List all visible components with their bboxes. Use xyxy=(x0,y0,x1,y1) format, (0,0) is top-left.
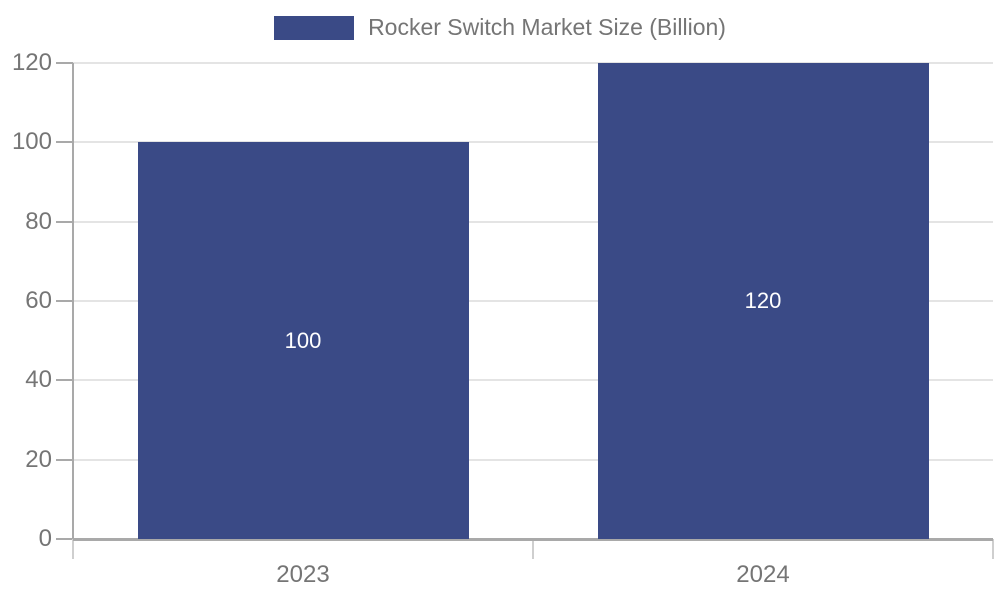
y-tick-mark xyxy=(56,62,73,64)
legend-swatch-icon xyxy=(274,15,355,40)
gridline xyxy=(73,458,993,461)
gridline xyxy=(73,220,993,223)
legend-item[interactable]: Rocker Switch Market Size (Billion) xyxy=(274,14,726,41)
gridline xyxy=(73,300,993,302)
y-tick-mark xyxy=(56,538,73,540)
y-tick-mark xyxy=(56,220,73,223)
y-tick-label: 0 xyxy=(38,525,52,552)
x-tick-label: 2024 xyxy=(736,561,790,588)
y-axis-line xyxy=(72,63,74,539)
bar-value-label: 120 xyxy=(744,288,782,313)
gridline xyxy=(73,62,993,64)
bar-2023: 100 xyxy=(137,142,469,539)
y-tick-mark xyxy=(56,458,73,461)
x-tick-label: 2023 xyxy=(276,561,330,588)
bar-2024: 120 xyxy=(597,63,929,539)
legend-label: Rocker Switch Market Size (Billion) xyxy=(368,14,726,40)
y-tick-label: 20 xyxy=(25,445,52,473)
y-tick-label: 60 xyxy=(25,287,52,314)
gridline xyxy=(73,379,993,382)
y-tick-mark xyxy=(56,141,73,144)
y-tick-label: 80 xyxy=(25,207,52,235)
y-tick-mark xyxy=(56,379,73,382)
gridline xyxy=(73,141,993,144)
y-tick-mark xyxy=(56,300,73,302)
bar-value-label: 100 xyxy=(284,327,322,353)
x-axis-line xyxy=(73,538,993,541)
x-tick-mark xyxy=(532,539,534,559)
x-tick-mark xyxy=(72,539,74,559)
x-tick-mark xyxy=(992,539,994,559)
y-tick-label: 40 xyxy=(25,366,52,394)
y-tick-label: 120 xyxy=(11,49,52,76)
y-tick-label: 100 xyxy=(11,128,52,156)
legend: Rocker Switch Market Size (Billion) xyxy=(0,14,1000,41)
